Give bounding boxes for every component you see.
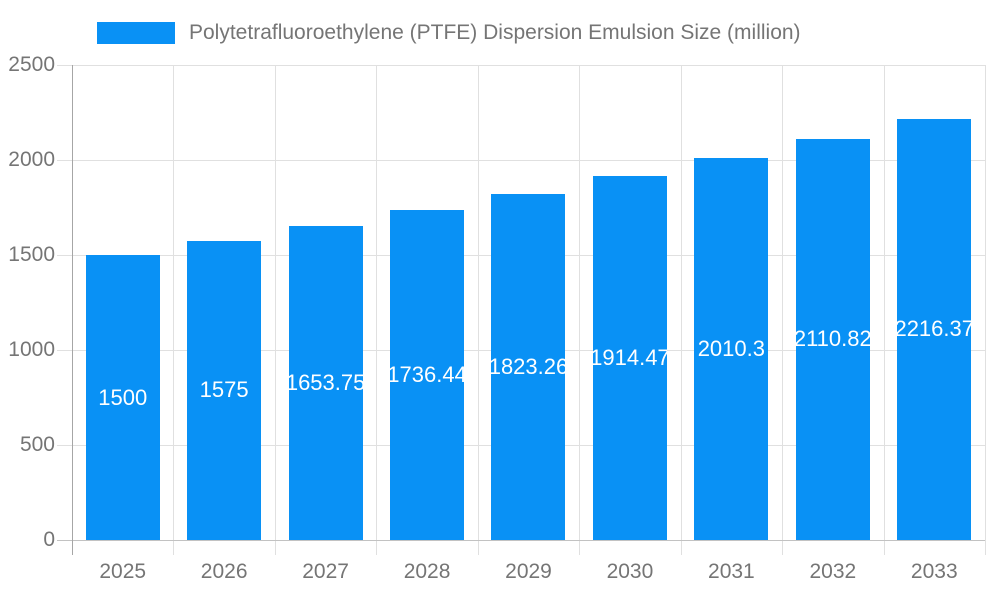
- bar-value-label: 1653.75: [288, 369, 363, 395]
- bar-2027: 1653.75: [288, 225, 363, 540]
- bar-value-label: 2110.82: [795, 326, 870, 352]
- x-gridline: [173, 65, 175, 555]
- bar-slot: 1736.44: [376, 65, 477, 540]
- bar-slot: 1575: [173, 65, 274, 540]
- plot-area: 1500 1575 1653.75 1736.44 1823.26 1914.47 2010…: [57, 65, 986, 555]
- bar-slot: 1823.26: [478, 65, 579, 540]
- y-axis-tick-label: 500: [19, 433, 55, 456]
- bar-slot: 2010.3: [681, 65, 782, 540]
- x-gridline: [883, 65, 885, 555]
- x-axis-tick-label: 2029: [505, 560, 552, 583]
- bar-slot: 1653.75: [275, 65, 376, 540]
- y-axis-tick-label: 0: [43, 528, 55, 551]
- bar-2029: 1823.26: [491, 193, 566, 540]
- y-gridline: [57, 65, 985, 66]
- y-axis-tick-label: 2000: [8, 148, 55, 171]
- bar-slot: 2216.37: [884, 65, 985, 540]
- bar-slot: 1914.47: [579, 65, 680, 540]
- bar-slot: 1500: [72, 65, 173, 540]
- bar-value-label: 1914.47: [592, 345, 667, 371]
- bar-2032: 2110.82: [795, 138, 870, 540]
- bar-value-label: 1823.26: [491, 353, 566, 379]
- legend-swatch-icon[interactable]: [97, 22, 175, 44]
- bar-2026: 1575: [187, 240, 262, 540]
- bars-container: 1500 1575 1653.75 1736.44 1823.26 1914.47 2010…: [72, 65, 985, 540]
- bar-value-label: 1500: [98, 384, 148, 410]
- x-gridline: [782, 65, 784, 555]
- y-axis-tick-label: 2500: [8, 53, 55, 76]
- x-axis-tick-label: 2030: [606, 560, 654, 583]
- bar-value-label: 1575: [199, 377, 249, 403]
- y-axis-tick-label: 1500: [8, 243, 55, 266]
- chart-legend[interactable]: Polytetrafluoroethylene (PTFE) Dispersio…: [97, 21, 801, 45]
- bar-2030: 1914.47: [592, 176, 667, 540]
- x-axis-tick-label: 2027: [302, 560, 349, 583]
- bar-value-label: 1736.44: [390, 362, 465, 388]
- x-gridline: [680, 65, 682, 555]
- x-gridline: [376, 65, 378, 555]
- x-gridline: [985, 65, 986, 555]
- y-gridline: [57, 160, 985, 161]
- x-axis-tick-label: 2028: [403, 560, 451, 583]
- x-axis-tick-label: 2026: [200, 560, 248, 583]
- x-gridline: [579, 65, 581, 555]
- x-axis-tick-label: 2032: [809, 560, 857, 583]
- x-axis-tick-label: 2031: [708, 560, 755, 583]
- bar-value-label: 2216.37: [897, 316, 972, 342]
- bar-slot: 2110.82: [782, 65, 883, 540]
- x-gridline: [477, 65, 479, 555]
- y-gridline: [57, 540, 985, 541]
- bar-2025: 1500: [85, 255, 160, 540]
- bar-value-label: 2010.3: [697, 336, 765, 362]
- x-gridline: [274, 65, 276, 555]
- legend-label[interactable]: Polytetrafluoroethylene (PTFE) Dispersio…: [189, 21, 801, 44]
- bar-2028: 1736.44: [390, 210, 465, 540]
- bar-2033: 2216.37: [897, 118, 972, 540]
- bar-2031: 2010.3: [694, 158, 769, 540]
- x-axis-tick-label: 2033: [910, 560, 958, 583]
- x-axis-tick-label: 2025: [99, 560, 147, 583]
- y-axis-line: [72, 65, 73, 555]
- y-axis-tick-label: 1000: [8, 338, 55, 361]
